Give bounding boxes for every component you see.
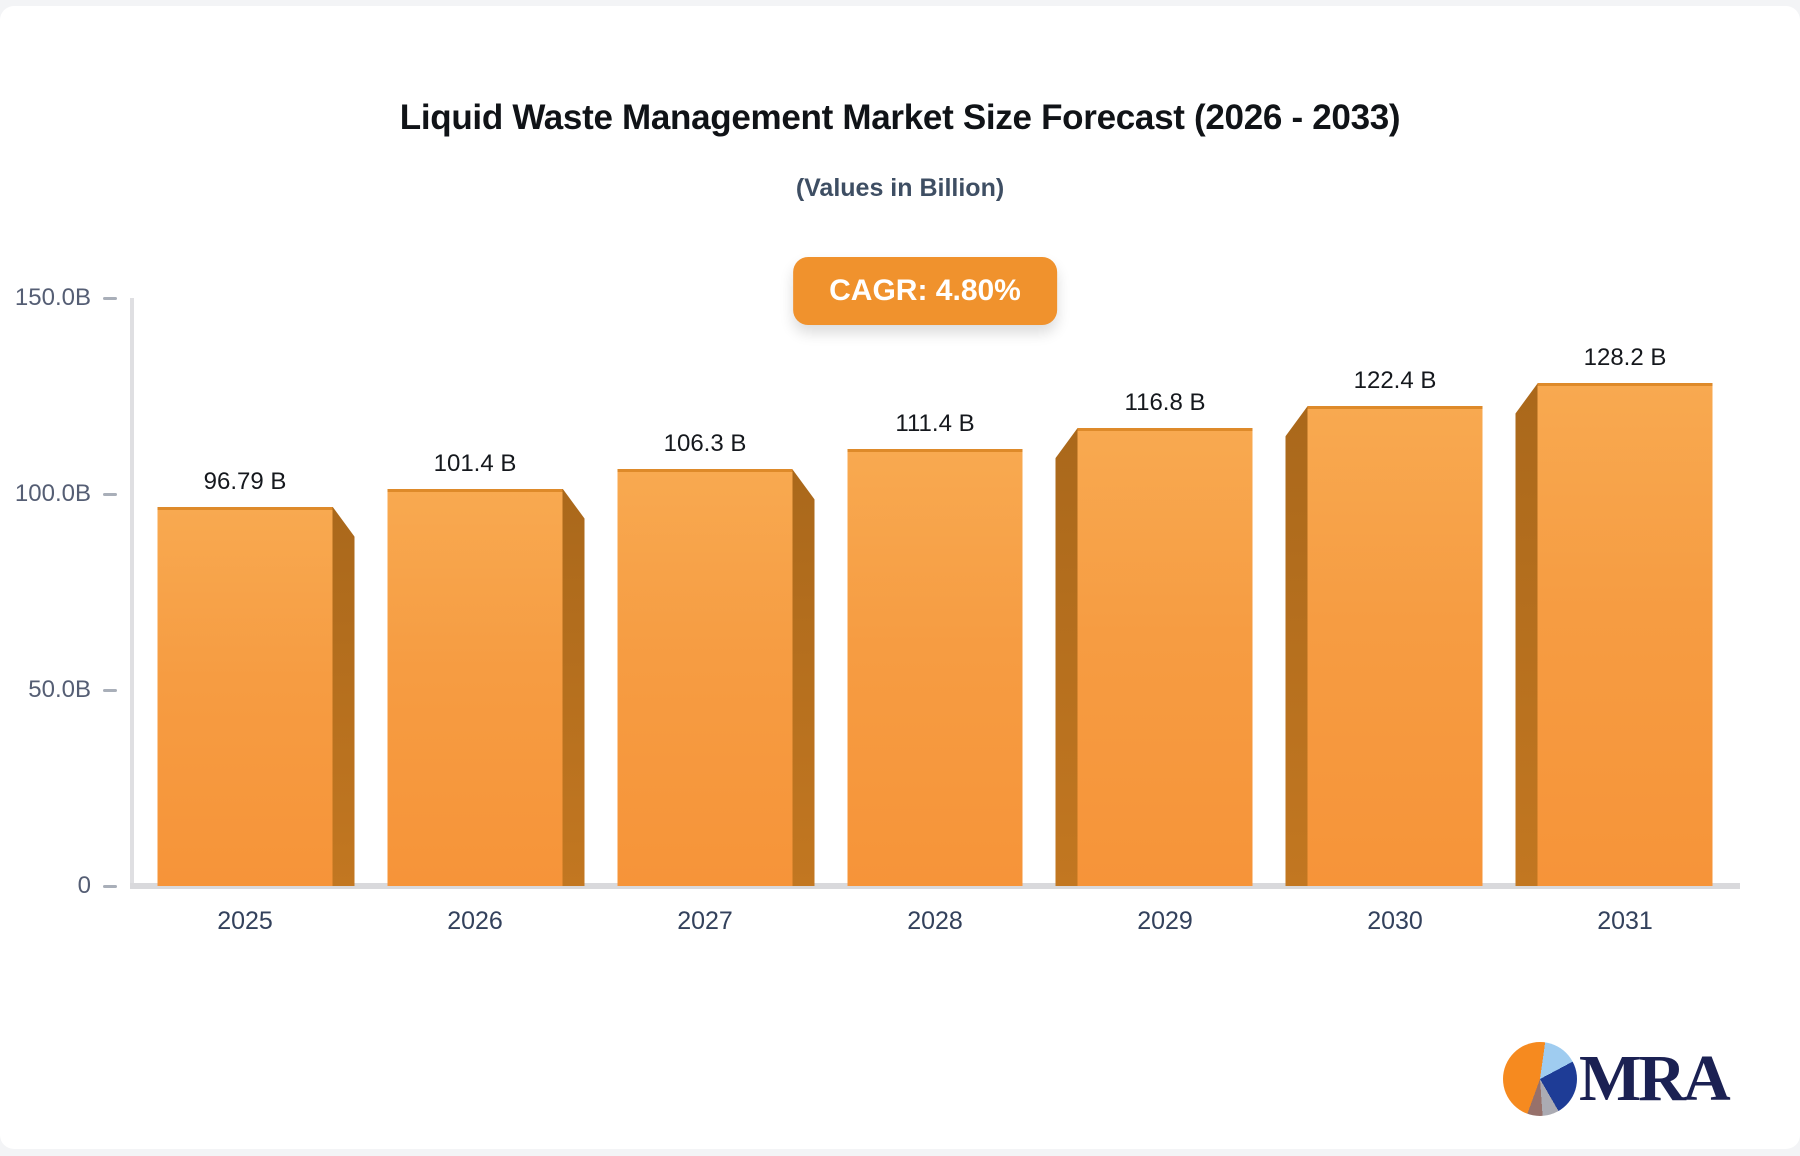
bar-side-face: [1285, 406, 1308, 886]
bar-value-label: 116.8 B: [1124, 389, 1206, 417]
x-axis-label: 2030: [1367, 907, 1423, 935]
bar-value-label: 96.79 B: [203, 467, 287, 495]
brand-logo: MRA: [1503, 1042, 1731, 1116]
bar-2029: 116.8 B: [1055, 389, 1253, 886]
bar-slot: 128.2 B: [1510, 298, 1740, 886]
bar-front-face: [1307, 406, 1483, 886]
bar-side-face: [792, 469, 815, 886]
bar-2031: 128.2 B: [1515, 344, 1713, 886]
y-tick-mark: [103, 884, 117, 888]
x-axis-label: 2027: [677, 907, 733, 935]
bar-slot: 106.3 B: [590, 298, 820, 886]
x-axis-label: 2026: [447, 907, 503, 935]
x-axis-baseline: [130, 883, 1740, 889]
x-axis-label: 2025: [217, 907, 273, 935]
bar-value-label: 101.4 B: [433, 449, 517, 477]
bar-value-label: 111.4 B: [895, 410, 975, 438]
brand-logo-text: MRA: [1579, 1042, 1731, 1115]
y-axis-line: [130, 298, 134, 886]
y-tick-mark: [103, 688, 117, 692]
pie-chart-icon: [1503, 1042, 1577, 1116]
y-tick-label: 150.0B: [14, 284, 91, 311]
chart-title: Liquid Waste Management Market Size Fore…: [399, 98, 1401, 137]
cagr-badge: CAGR: 4.80%: [793, 257, 1057, 325]
y-tick-mark: [103, 492, 117, 496]
bar-slot: 96.79 B: [130, 298, 360, 886]
bar-value-label: 122.4 B: [1353, 367, 1437, 395]
bar-side-face: [562, 488, 585, 886]
bar-slot: 116.8 B: [1050, 298, 1280, 886]
chart-subtitle: (Values in Billion): [795, 174, 1005, 202]
bar-front-face: [1537, 383, 1713, 886]
plot-area: 96.79 B 101.4 B 106.3 B 111.4 B 116.8 B 122.4…: [130, 298, 1740, 886]
bar-front-face: [617, 469, 793, 886]
bar-side-face: [332, 506, 355, 886]
bar-front-face: [847, 449, 1023, 886]
bar-2027: 106.3 B: [617, 430, 815, 886]
bar-value-label: 106.3 B: [663, 430, 747, 458]
x-axis-label: 2031: [1597, 907, 1653, 935]
y-tick-label: 0: [77, 872, 91, 899]
bar-slot: 122.4 B: [1280, 298, 1510, 886]
bar-front-face: [157, 506, 333, 886]
y-tick: 0: [0, 872, 117, 900]
bar-2026: 101.4 B: [387, 450, 585, 886]
bar-slot: 111.4 B: [820, 298, 1050, 886]
y-tick: 150.0B: [0, 284, 117, 312]
bar-front-face: [1077, 428, 1253, 886]
bar-value-label: 128.2 B: [1583, 344, 1667, 372]
x-axis-label: 2029: [1137, 907, 1193, 935]
x-axis: 2025 2026 2027 2028 2029 2030 2031: [130, 907, 1740, 936]
y-tick-label: 50.0B: [28, 676, 91, 703]
chart-card: Liquid Waste Management Market Size Fore…: [0, 6, 1800, 1149]
bar-slot: 101.4 B: [360, 298, 590, 886]
x-axis-label: 2028: [907, 907, 963, 935]
y-axis: 150.0B 100.0B 50.0B 0: [0, 284, 117, 899]
bar-2025: 96.79 B: [157, 468, 355, 886]
y-tick: 100.0B: [0, 480, 117, 508]
y-tick-mark: [103, 296, 117, 300]
bar-front-face: [387, 488, 563, 886]
bar-side-face: [1515, 383, 1538, 886]
bar-2030: 122.4 B: [1285, 367, 1483, 886]
bar-2028: 111.4 B: [847, 410, 1023, 886]
y-tick-label: 100.0B: [14, 480, 91, 507]
bar-side-face: [1055, 428, 1078, 886]
y-tick: 50.0B: [0, 676, 117, 704]
